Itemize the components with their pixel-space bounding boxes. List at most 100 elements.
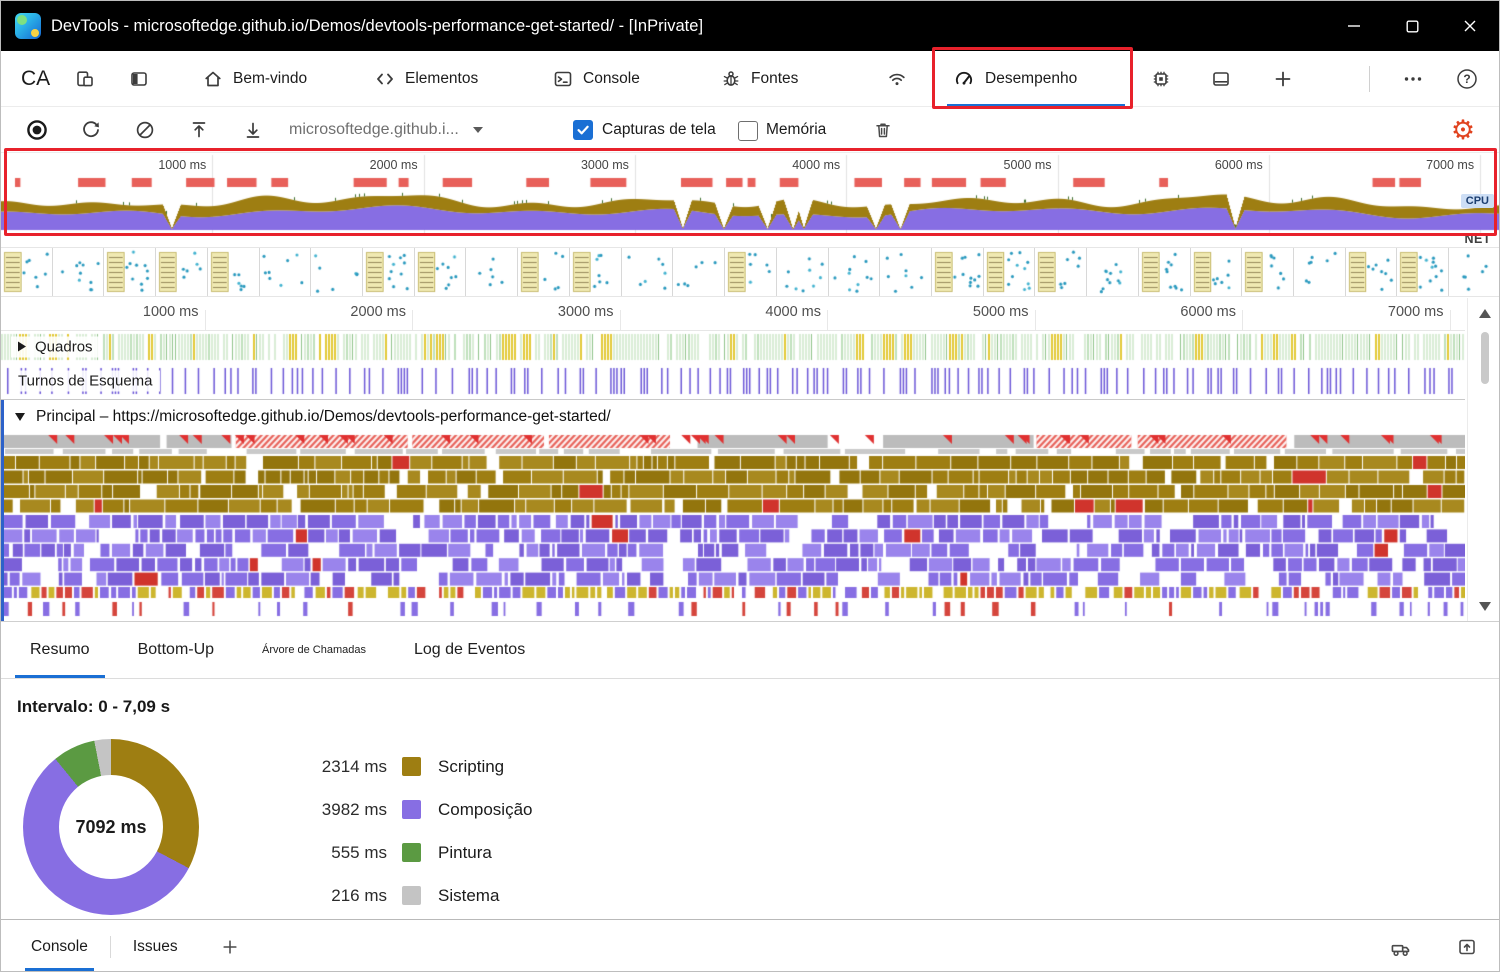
scroll-down-button[interactable] xyxy=(1468,591,1499,621)
add-tab-button[interactable] xyxy=(1263,59,1303,99)
layout-panel-button[interactable] xyxy=(1201,59,1241,99)
download-arrow-icon xyxy=(243,120,263,140)
legend-category-label: Sistema xyxy=(438,885,500,905)
network-conditions-button[interactable] xyxy=(877,59,917,99)
filmstrip-thumbnail[interactable] xyxy=(931,248,984,296)
maximize-button[interactable] xyxy=(1383,1,1441,51)
memory-checkbox[interactable] xyxy=(738,121,758,141)
tab-label: Bem-vindo xyxy=(233,70,308,87)
filmstrip-thumbnail[interactable] xyxy=(983,248,1036,296)
filmstrip-thumbnail[interactable] xyxy=(518,248,570,296)
filmstrip-thumbnail[interactable] xyxy=(466,248,519,296)
tracks-scrollbar[interactable] xyxy=(1467,298,1499,621)
ruler-time-label: 6000 ms xyxy=(1180,304,1236,320)
filmstrip-thumbnail[interactable] xyxy=(1293,248,1346,296)
frames-track[interactable]: Quadros xyxy=(1,331,1465,363)
tab-elementos[interactable]: Elementos xyxy=(367,51,486,107)
main-track-header[interactable]: Principal – https://microsoftedge.github… xyxy=(1,399,1465,433)
performance-overview[interactable]: 1000 ms 2000 ms 3000 ms 4000 ms 5000 ms 6000 … xyxy=(1,153,1499,234)
console-drawer: Console Issues xyxy=(1,919,1499,971)
record-button[interactable] xyxy=(17,110,57,150)
performance-monitor-button[interactable] xyxy=(1141,59,1181,99)
filmstrip-thumbnail[interactable] xyxy=(311,248,364,296)
filmstrip-thumbnail[interactable] xyxy=(1138,248,1191,296)
filmstrip-thumbnail[interactable] xyxy=(621,248,674,296)
cpu-overview-canvas[interactable] xyxy=(1,153,1499,234)
profile-select[interactable]: microsoftedge.github.i... xyxy=(289,107,557,153)
tab-resumo[interactable]: Resumo xyxy=(15,622,105,678)
legend-color-swatch xyxy=(402,843,421,862)
filmstrip-thumbnail[interactable] xyxy=(673,248,726,296)
filmstrip-thumbnail[interactable] xyxy=(1087,248,1139,296)
screenshot-thumb-canvas xyxy=(1088,249,1137,295)
devtools-logo-icon xyxy=(15,13,41,39)
triangle-up-icon xyxy=(1478,308,1491,318)
filmstrip-thumbnail[interactable] xyxy=(1397,248,1450,296)
filmstrip-thumbnail[interactable] xyxy=(1,248,53,296)
home-icon xyxy=(203,69,223,89)
minimize-button[interactable] xyxy=(1325,1,1383,51)
filmstrip-thumbnail[interactable] xyxy=(1242,248,1294,296)
help-button[interactable]: ? xyxy=(1447,59,1487,99)
truck-button[interactable] xyxy=(1383,929,1419,965)
scrollbar-thumb[interactable] xyxy=(1481,332,1489,384)
expand-triangle-icon[interactable] xyxy=(18,341,26,352)
triangle-down-icon xyxy=(1478,601,1491,611)
filmstrip-thumbnail[interactable] xyxy=(259,248,312,296)
drawer-tab-console[interactable]: Console xyxy=(15,920,104,971)
filmstrip-thumbnail[interactable] xyxy=(725,248,777,296)
avatar-initials[interactable]: CA xyxy=(21,67,51,90)
delete-recording-button[interactable] xyxy=(863,110,903,150)
tab-desempenho[interactable]: Desempenho xyxy=(945,51,1127,107)
filmstrip-thumbnail[interactable] xyxy=(1035,248,1088,296)
dock-panel-button[interactable] xyxy=(119,59,159,99)
tab-bottom-up[interactable]: Bottom-Up xyxy=(137,641,215,658)
scroll-up-button[interactable] xyxy=(1468,298,1499,328)
filmstrip-thumbnail[interactable] xyxy=(569,248,622,296)
ruler-time-label: 2000 ms xyxy=(350,304,406,320)
filmstrip-thumbnail[interactable] xyxy=(414,248,467,296)
filmstrip-thumbnail[interactable] xyxy=(52,248,105,296)
layout-shifts-track[interactable]: Turnos de Esquema xyxy=(1,363,1465,399)
device-emulation-button[interactable] xyxy=(65,59,105,99)
tab-fontes[interactable]: Fontes xyxy=(713,51,806,107)
tab-arvore-de-chamadas[interactable]: Árvore de Chamadas xyxy=(262,644,366,656)
memory-label[interactable]: Memória xyxy=(766,121,827,138)
timeline-ruler[interactable]: 1000 ms 2000 ms 3000 ms 4000 ms 5000 ms 6000 … xyxy=(1,298,1465,331)
add-drawer-tab-button[interactable] xyxy=(212,929,248,965)
main-track-label: Principal – https://microsoftedge.github… xyxy=(36,407,611,425)
load-profile-button[interactable] xyxy=(179,110,219,150)
filmstrip-thumbnail[interactable] xyxy=(1449,248,1499,296)
screenshot-thumb-canvas xyxy=(1191,249,1241,295)
save-profile-button[interactable] xyxy=(233,110,273,150)
legend-color-swatch xyxy=(402,886,421,905)
filmstrip-thumbnail[interactable] xyxy=(1345,248,1398,296)
expand-panel-button[interactable] xyxy=(1449,929,1485,965)
frames-track-header[interactable]: Quadros xyxy=(11,336,100,357)
filmstrip-thumbnail[interactable] xyxy=(363,248,415,296)
filmstrip-thumbnail[interactable] xyxy=(776,248,829,296)
layout-shifts-header[interactable]: Turnos de Esquema xyxy=(11,370,160,391)
clear-button[interactable] xyxy=(125,110,165,150)
tab-label: Fontes xyxy=(751,70,799,87)
filmstrip-thumbnail[interactable] xyxy=(104,248,157,296)
tab-log-de-eventos[interactable]: Log de Eventos xyxy=(414,641,526,658)
filmstrip-thumbnail[interactable] xyxy=(207,248,260,296)
legend-time-value: 3982 ms xyxy=(321,799,387,819)
filmstrip-thumbnail[interactable] xyxy=(1190,248,1243,296)
screenshots-label[interactable]: Capturas de tela xyxy=(602,121,716,138)
more-options-button[interactable] xyxy=(1393,59,1433,99)
filmstrip-thumbnail[interactable] xyxy=(880,248,932,296)
tab-bem-vindo[interactable]: Bem-vindo xyxy=(195,51,315,107)
tab-console[interactable]: Console xyxy=(545,51,648,107)
collapse-triangle-icon[interactable] xyxy=(15,412,25,421)
capture-settings-button[interactable]: ⚙ xyxy=(1443,110,1483,150)
screenshots-checkbox[interactable] xyxy=(573,120,593,140)
drawer-tab-issues[interactable]: Issues xyxy=(132,937,178,955)
flame-chart-canvas[interactable] xyxy=(1,433,1465,621)
reload-button[interactable] xyxy=(71,110,111,150)
overview-time-label: 5000 ms xyxy=(1003,158,1052,172)
filmstrip-thumbnail[interactable] xyxy=(828,248,881,296)
close-button[interactable] xyxy=(1441,1,1499,51)
filmstrip-thumbnail[interactable] xyxy=(156,248,208,296)
